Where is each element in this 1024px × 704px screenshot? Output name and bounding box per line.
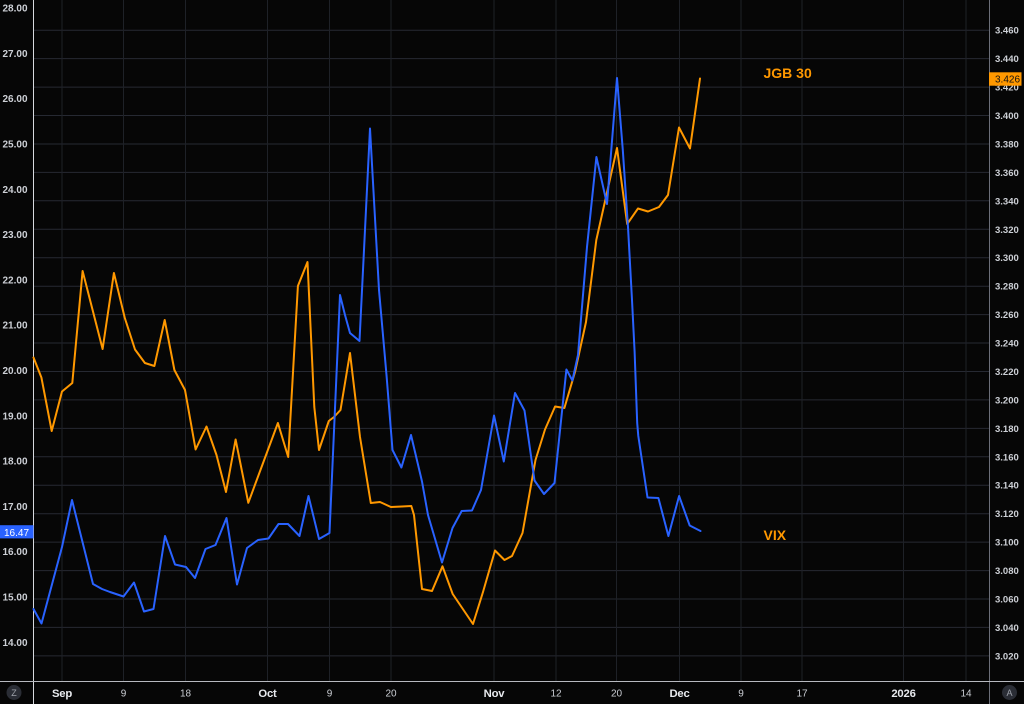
svg-text:2026: 2026 [891, 688, 915, 700]
svg-text:3.360: 3.360 [995, 168, 1019, 179]
svg-text:3.200: 3.200 [995, 395, 1019, 406]
svg-text:3.080: 3.080 [995, 566, 1019, 577]
svg-text:3.340: 3.340 [995, 196, 1019, 207]
svg-text:14.00: 14.00 [3, 638, 28, 649]
svg-text:3.460: 3.460 [995, 26, 1019, 37]
svg-text:A: A [1006, 688, 1012, 698]
svg-text:JGB 30: JGB 30 [764, 65, 812, 81]
svg-text:16.00: 16.00 [3, 547, 28, 558]
svg-text:20: 20 [385, 689, 397, 700]
svg-text:9: 9 [738, 689, 744, 700]
svg-text:20: 20 [611, 689, 623, 700]
svg-text:20.00: 20.00 [3, 366, 28, 377]
svg-text:3.140: 3.140 [995, 481, 1019, 492]
svg-text:Oct: Oct [258, 688, 277, 700]
svg-text:3.320: 3.320 [995, 225, 1019, 236]
svg-text:3.260: 3.260 [995, 310, 1019, 321]
svg-text:18: 18 [180, 689, 192, 700]
svg-text:3.180: 3.180 [995, 424, 1019, 435]
svg-text:14: 14 [960, 689, 972, 700]
svg-text:Dec: Dec [669, 688, 689, 700]
svg-text:Z: Z [11, 688, 17, 698]
svg-text:3.280: 3.280 [995, 282, 1019, 293]
svg-text:3.440: 3.440 [995, 54, 1019, 65]
svg-text:Sep: Sep [52, 688, 72, 700]
svg-text:19.00: 19.00 [3, 411, 28, 422]
svg-text:Nov: Nov [484, 688, 506, 700]
svg-text:3.060: 3.060 [995, 595, 1019, 606]
svg-text:12: 12 [550, 689, 562, 700]
svg-text:3.400: 3.400 [995, 111, 1019, 122]
svg-text:3.120: 3.120 [995, 509, 1019, 520]
svg-text:3.426: 3.426 [995, 75, 1020, 86]
svg-text:3.020: 3.020 [995, 651, 1019, 662]
svg-text:23.00: 23.00 [3, 230, 28, 241]
svg-text:3.100: 3.100 [995, 538, 1019, 549]
svg-text:28.00: 28.00 [3, 4, 28, 15]
svg-text:3.240: 3.240 [995, 339, 1019, 350]
svg-text:VIX: VIX [764, 527, 787, 543]
svg-text:21.00: 21.00 [3, 321, 28, 332]
svg-text:3.220: 3.220 [995, 367, 1019, 378]
svg-text:18.00: 18.00 [3, 457, 28, 468]
svg-text:3.300: 3.300 [995, 253, 1019, 264]
svg-text:16.47: 16.47 [4, 528, 29, 539]
svg-text:3.160: 3.160 [995, 452, 1019, 463]
svg-text:9: 9 [121, 689, 127, 700]
svg-text:22.00: 22.00 [3, 275, 28, 286]
svg-text:15.00: 15.00 [3, 593, 28, 604]
svg-text:27.00: 27.00 [3, 49, 28, 60]
svg-text:9: 9 [327, 689, 333, 700]
svg-text:24.00: 24.00 [3, 185, 28, 196]
svg-text:3.380: 3.380 [995, 140, 1019, 151]
svg-text:3.420: 3.420 [995, 83, 1019, 94]
svg-text:17.00: 17.00 [3, 502, 28, 513]
svg-text:26.00: 26.00 [3, 94, 28, 105]
svg-text:25.00: 25.00 [3, 140, 28, 151]
svg-text:17: 17 [796, 689, 808, 700]
svg-text:3.040: 3.040 [995, 623, 1019, 634]
